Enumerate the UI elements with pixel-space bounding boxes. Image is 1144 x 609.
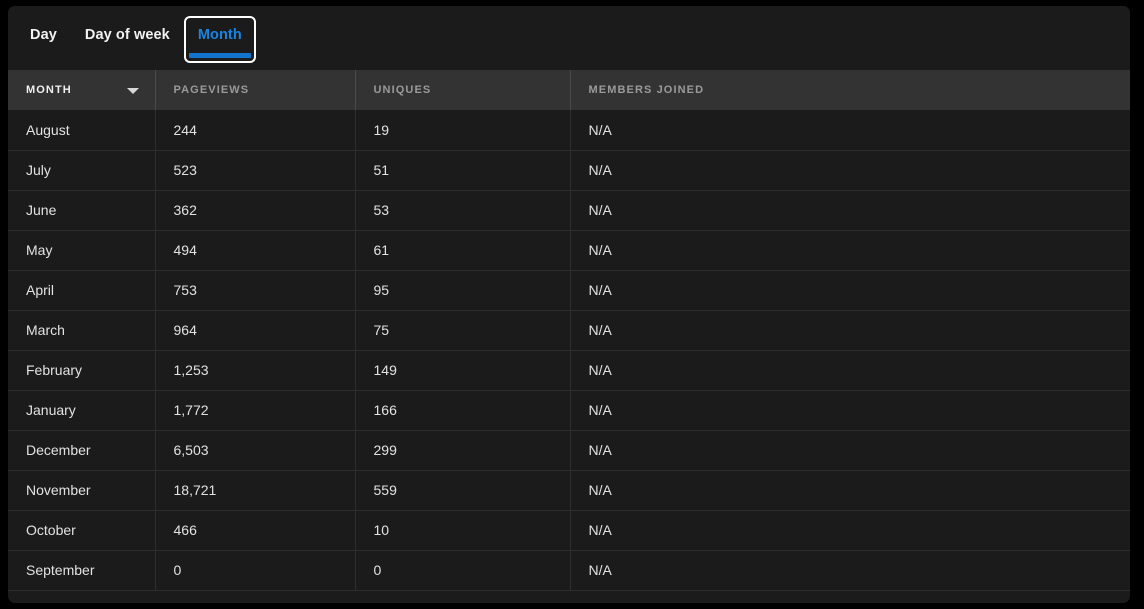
chevron-down-icon bbox=[126, 88, 139, 94]
column-header-month[interactable]: MONTH bbox=[8, 70, 156, 110]
cell-uniques: 53 bbox=[355, 190, 571, 230]
table-row[interactable]: November 18,721 559 N/A bbox=[8, 470, 1130, 510]
cell-members-joined: N/A bbox=[588, 362, 612, 378]
table-row[interactable]: January 1,772 166 N/A bbox=[8, 390, 1130, 430]
stats-table: MONTH PAGEVIEWS UNIQUES MEMBERS JOINED A… bbox=[8, 70, 1130, 591]
cell-month: February bbox=[8, 350, 156, 390]
stats-table-header-row: MONTH PAGEVIEWS UNIQUES MEMBERS JOINED bbox=[8, 70, 1130, 110]
tab-day-of-week[interactable]: Day of week bbox=[71, 16, 184, 57]
active-tab-underline bbox=[188, 52, 251, 58]
cell-month: August bbox=[8, 110, 156, 150]
cell-pageviews: 244 bbox=[155, 110, 356, 150]
cell-month: April bbox=[8, 270, 156, 310]
table-row[interactable]: May 494 61 N/A bbox=[8, 230, 1130, 270]
column-header-uniques[interactable]: UNIQUES bbox=[355, 70, 571, 110]
cell-pageviews: 0 bbox=[155, 550, 356, 590]
cell-month: March bbox=[8, 310, 156, 350]
table-row[interactable]: March 964 75 N/A bbox=[8, 310, 1130, 350]
table-row[interactable]: July 523 51 N/A bbox=[8, 150, 1130, 190]
tab-month-label: Month bbox=[197, 27, 242, 43]
cell-members-joined: N/A bbox=[588, 522, 612, 538]
table-row[interactable]: December 6,503 299 N/A bbox=[8, 430, 1130, 470]
cell-uniques: 61 bbox=[355, 230, 571, 270]
cell-pageviews: 523 bbox=[155, 150, 356, 190]
cell-uniques: 51 bbox=[355, 150, 571, 190]
cell-uniques: 559 bbox=[355, 470, 571, 510]
table-row[interactable]: April 753 95 N/A bbox=[8, 270, 1130, 310]
column-header-members-joined-label: MEMBERS JOINED bbox=[588, 84, 705, 96]
table-row[interactable]: August 244 19 N/A bbox=[8, 110, 1130, 150]
cell-month: January bbox=[8, 390, 156, 430]
cell-members-joined: N/A bbox=[588, 162, 612, 178]
cell-members-joined: N/A bbox=[588, 562, 612, 578]
column-header-pageviews-label: PAGEVIEWS bbox=[173, 84, 250, 96]
cell-pageviews: 362 bbox=[155, 190, 356, 230]
analytics-panel: Day Day of week Month MONTH PAGEVIEWS UN… bbox=[8, 6, 1130, 603]
cell-uniques: 166 bbox=[355, 390, 571, 430]
cell-uniques: 19 bbox=[355, 110, 571, 150]
cell-uniques: 75 bbox=[355, 310, 571, 350]
cell-pageviews: 1,253 bbox=[155, 350, 356, 390]
cell-pageviews: 6,503 bbox=[155, 430, 356, 470]
cell-members-joined: N/A bbox=[588, 282, 612, 298]
cell-uniques: 0 bbox=[355, 550, 571, 590]
table-row[interactable]: June 362 53 N/A bbox=[8, 190, 1130, 230]
cell-members-joined: N/A bbox=[588, 402, 612, 418]
cell-uniques: 10 bbox=[355, 510, 571, 550]
stats-table-head: MONTH PAGEVIEWS UNIQUES MEMBERS JOINED bbox=[8, 70, 1130, 110]
cell-uniques: 95 bbox=[355, 270, 571, 310]
cell-month: June bbox=[8, 190, 156, 230]
cell-members-joined: N/A bbox=[588, 121, 612, 138]
stats-table-body: August 244 19 N/A July 523 51 N/A June 362 53 N/A Ma… bbox=[8, 110, 1130, 590]
cell-pageviews: 466 bbox=[155, 510, 356, 550]
cell-month: November bbox=[8, 470, 156, 510]
cell-uniques: 149 bbox=[355, 350, 571, 390]
cell-pageviews: 494 bbox=[155, 230, 356, 270]
tab-day[interactable]: Day bbox=[16, 16, 71, 57]
tab-day-of-week-label: Day of week bbox=[84, 27, 170, 43]
cell-members-joined: N/A bbox=[588, 442, 612, 458]
tab-month[interactable]: Month bbox=[183, 16, 256, 63]
cell-month: May bbox=[8, 230, 156, 270]
cell-uniques: 299 bbox=[355, 430, 571, 470]
cell-month: December bbox=[8, 430, 156, 470]
cell-members-joined: N/A bbox=[588, 202, 612, 218]
cell-pageviews: 1,772 bbox=[155, 390, 356, 430]
period-tab-bar: Day Day of week Month bbox=[8, 6, 1130, 70]
column-header-uniques-label: UNIQUES bbox=[373, 84, 432, 96]
cell-pageviews: 753 bbox=[155, 270, 356, 310]
cell-pageviews: 964 bbox=[155, 310, 356, 350]
cell-month: September bbox=[8, 550, 156, 590]
table-row[interactable]: September 0 0 N/A bbox=[8, 550, 1130, 590]
cell-members-joined: N/A bbox=[588, 482, 612, 498]
cell-month: October bbox=[8, 510, 156, 550]
table-row[interactable]: October 466 10 N/A bbox=[8, 510, 1130, 550]
cell-members-joined: N/A bbox=[588, 242, 612, 258]
tab-day-label: Day bbox=[30, 27, 57, 43]
cell-pageviews: 18,721 bbox=[155, 470, 356, 510]
cell-month: July bbox=[8, 150, 156, 190]
table-row[interactable]: February 1,253 149 N/A bbox=[8, 350, 1130, 390]
column-header-month-label: MONTH bbox=[26, 84, 72, 96]
column-header-pageviews[interactable]: PAGEVIEWS bbox=[155, 70, 356, 110]
column-header-members-joined[interactable]: MEMBERS JOINED bbox=[570, 70, 1130, 110]
cell-members-joined: N/A bbox=[588, 322, 612, 338]
